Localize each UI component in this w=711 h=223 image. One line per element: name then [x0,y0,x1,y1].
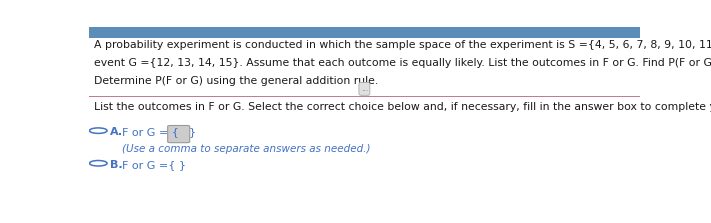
Text: List the outcomes in F or G. Select the correct choice below and, if necessary, : List the outcomes in F or G. Select the … [95,102,711,112]
FancyBboxPatch shape [168,126,190,143]
Text: A.: A. [109,127,123,137]
Text: F or G = {: F or G = { [122,127,178,137]
Text: ...: ... [360,84,368,93]
Text: F or G ={ }: F or G ={ } [122,160,186,170]
Text: A probability experiment is conducted in which the sample space of the experimen: A probability experiment is conducted in… [95,40,711,50]
Text: Determine P(F or G) using the general addition rule.: Determine P(F or G) using the general ad… [95,76,379,86]
Text: B.: B. [109,160,122,170]
Text: (Use a comma to separate answers as needed.): (Use a comma to separate answers as need… [122,144,370,154]
Text: event G ={12, 13, 14, 15}. Assume that each outcome is equally likely. List the : event G ={12, 13, 14, 15}. Assume that e… [95,58,711,68]
Text: }: } [188,127,196,137]
FancyBboxPatch shape [89,27,640,38]
